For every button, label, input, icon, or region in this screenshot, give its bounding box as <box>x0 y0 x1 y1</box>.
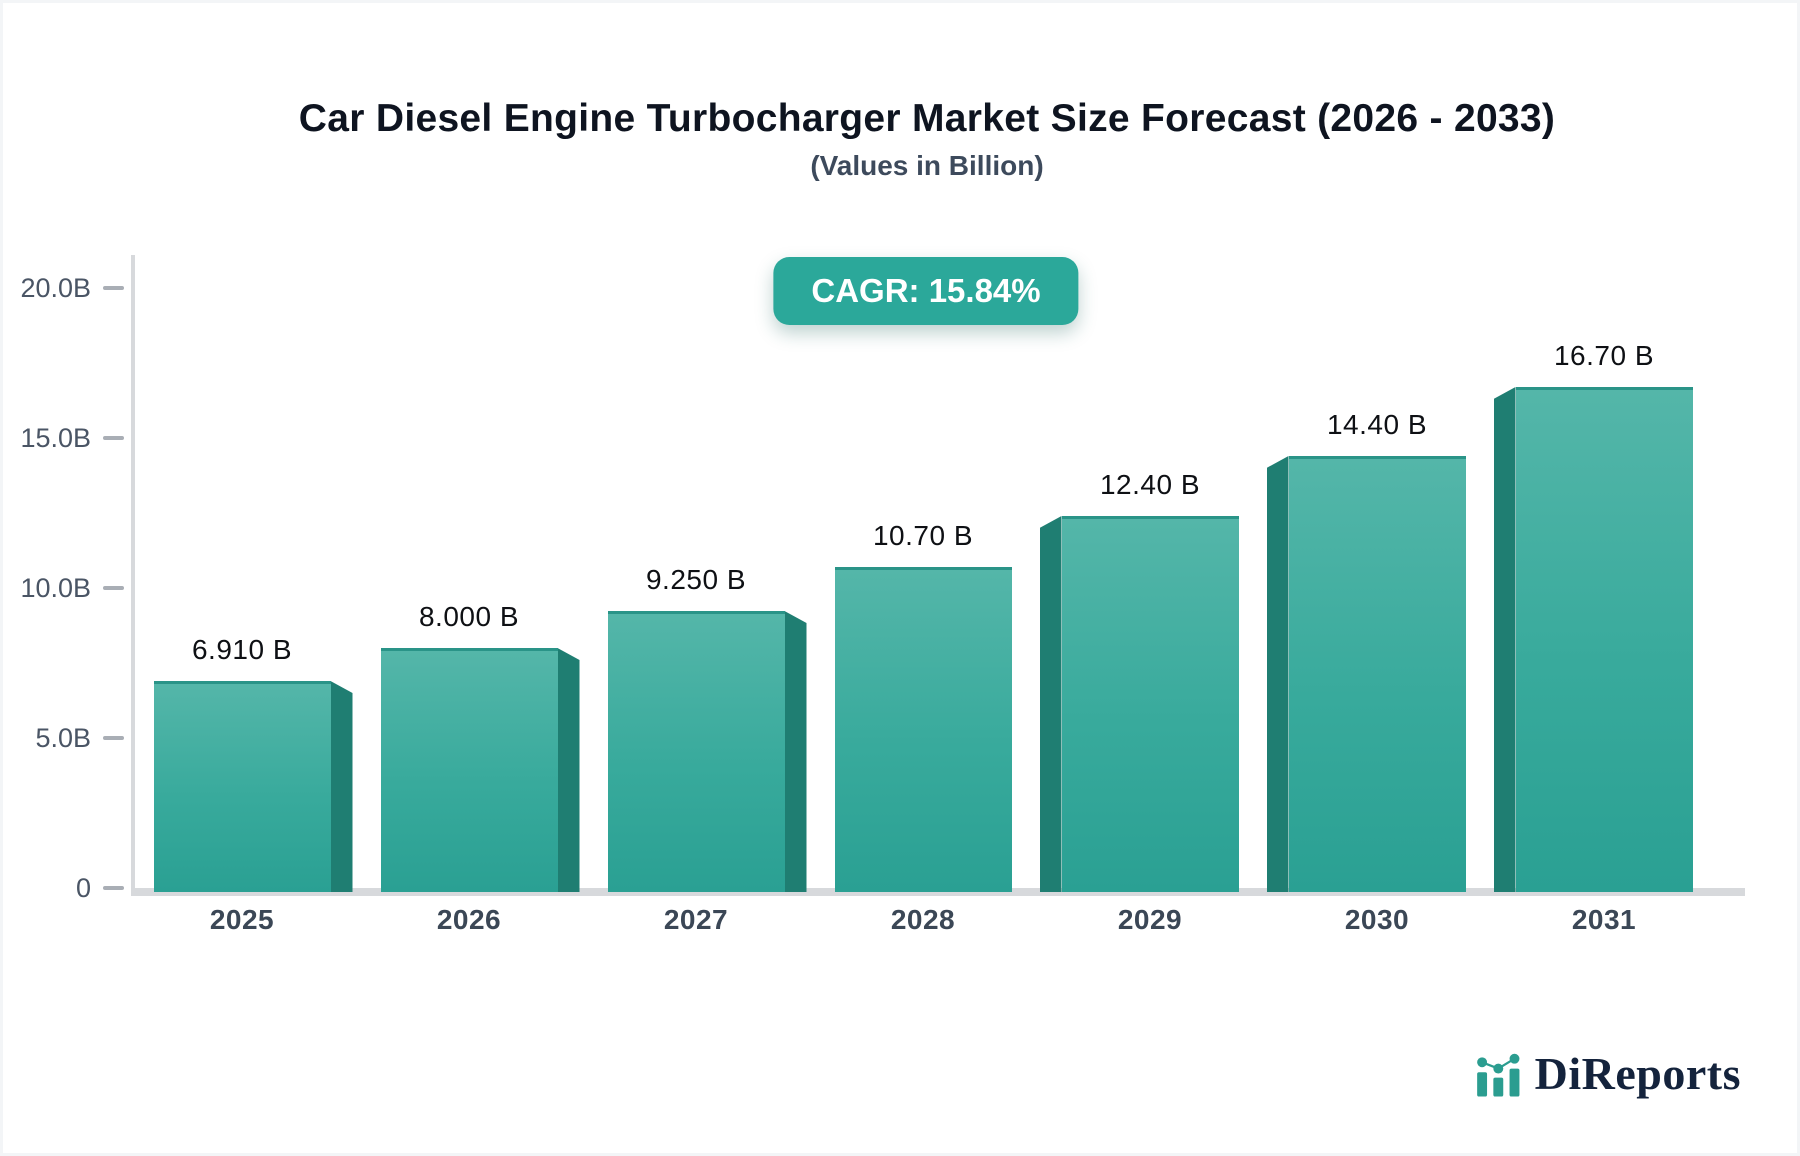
y-tick-label: 0 <box>75 873 91 903</box>
bar <box>153 681 331 892</box>
bar <box>1061 516 1239 892</box>
bar-value-label: 9.250 B <box>645 564 747 595</box>
bar-value-label: 10.70 B <box>872 520 974 551</box>
y-tick-mark <box>103 436 124 440</box>
x-axis-label: 2028 <box>890 904 956 935</box>
brand-logo: DiReports <box>1474 1047 1741 1100</box>
bar-value-label: 16.70 B <box>1553 340 1655 371</box>
bar <box>380 648 558 892</box>
y-tick-label: 5.0B <box>35 723 91 753</box>
y-tick-mark <box>103 586 124 590</box>
x-axis-label: 2031 <box>1571 904 1637 935</box>
x-axis-line <box>131 888 1745 896</box>
bar <box>834 567 1012 892</box>
x-axis-label: 2027 <box>663 904 729 935</box>
y-tick-label: 15.0B <box>20 423 91 453</box>
y-tick-mark <box>103 886 124 890</box>
y-axis-line <box>131 255 135 896</box>
x-axis-label: 2025 <box>209 904 275 935</box>
bar <box>607 611 785 892</box>
y-tick-mark <box>103 286 124 290</box>
bar-value-label: 12.40 B <box>1099 469 1201 500</box>
y-tick-mark <box>103 736 124 740</box>
bar <box>1515 387 1693 892</box>
bar <box>1288 456 1466 892</box>
y-tick-label: 10.0B <box>20 573 91 603</box>
bar-side-face <box>1493 387 1516 892</box>
bar-side-face <box>784 611 807 892</box>
cagr-badge: CAGR: 15.84% <box>773 257 1079 325</box>
bar-side-face <box>1266 456 1289 892</box>
chart-subtitle: (Values in Billion) <box>810 150 1044 181</box>
bar-value-label: 6.910 B <box>191 634 293 665</box>
x-axis-label: 2026 <box>436 904 502 935</box>
bar-side-face <box>1039 516 1062 892</box>
mini-bar-chart-icon <box>1476 1053 1520 1096</box>
brand-name: DiReports <box>1534 1048 1741 1099</box>
chart-title: Car Diesel Engine Turbocharger Market Si… <box>298 97 1556 140</box>
bar-value-label: 8.000 B <box>418 601 520 632</box>
x-axis-label: 2030 <box>1344 904 1410 935</box>
bar-value-label: 14.40 B <box>1326 409 1428 440</box>
bar-side-face <box>330 681 353 892</box>
x-axis-label: 2029 <box>1117 904 1183 935</box>
bar-side-face <box>557 648 580 892</box>
y-tick-label: 20.0B <box>20 273 91 303</box>
